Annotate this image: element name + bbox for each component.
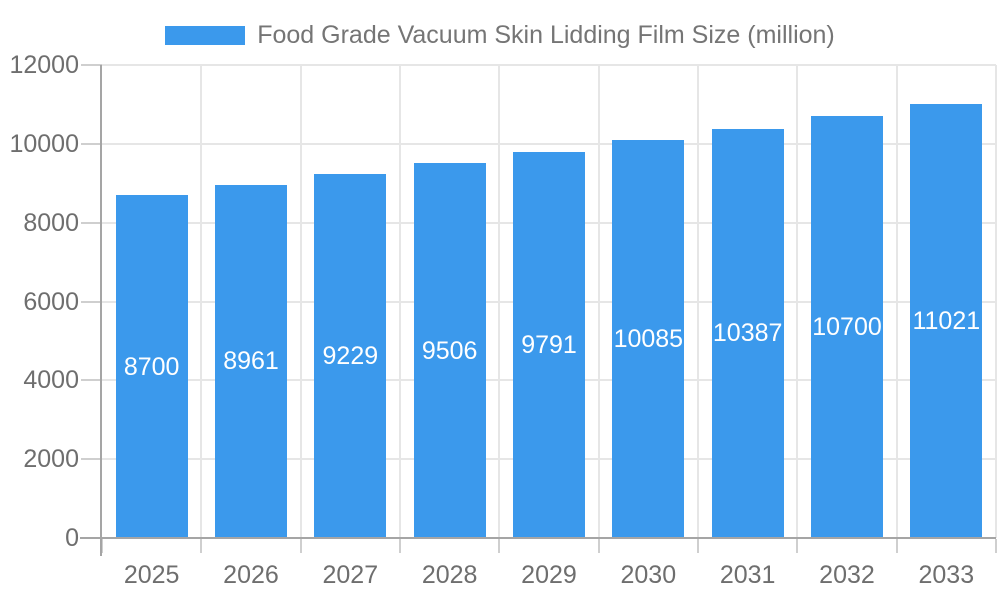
x-gridline <box>796 65 799 538</box>
bar-value-label: 9229 <box>322 342 379 371</box>
x-gridline <box>399 65 401 538</box>
x-axis-label: 2028 <box>421 561 478 589</box>
y-axis-label: 12000 <box>9 51 79 79</box>
bar[interactable] <box>910 103 983 538</box>
y-axis-label: 0 <box>65 524 79 552</box>
legend: Food Grade Vacuum Skin Lidding Film Size… <box>0 21 1000 50</box>
bar-value-label: 10387 <box>712 319 783 348</box>
x-axis-label: 2025 <box>123 561 180 589</box>
bar[interactable] <box>612 140 685 538</box>
x-axis-tick <box>399 539 401 553</box>
x-axis-tick <box>697 539 699 553</box>
y-axis-tick <box>81 142 102 145</box>
y-gridline <box>102 142 996 145</box>
x-axis-tick <box>200 539 203 553</box>
bar-value-label: 10700 <box>812 313 882 342</box>
y-gridline <box>102 64 996 66</box>
x-gridline <box>200 65 203 538</box>
x-axis-label: 2031 <box>719 561 776 589</box>
x-axis-label: 2027 <box>322 561 379 589</box>
y-axis-label: 4000 <box>23 366 79 395</box>
bar[interactable] <box>513 152 585 538</box>
y-axis-tick <box>81 221 102 224</box>
x-axis-tick <box>995 539 997 553</box>
y-axis-tick <box>81 64 102 66</box>
x-axis-tick <box>299 539 302 553</box>
x-axis-label: 2030 <box>620 561 677 589</box>
bar[interactable] <box>413 163 486 538</box>
x-axis-line <box>80 537 996 539</box>
bar[interactable] <box>115 195 188 538</box>
x-gridline <box>597 65 600 538</box>
y-axis-line <box>100 65 102 556</box>
y-axis-label: 2000 <box>23 445 79 474</box>
legend-item[interactable]: Food Grade Vacuum Skin Lidding Film Size… <box>165 21 835 50</box>
y-axis-label: 10000 <box>9 129 79 158</box>
bar-value-label: 11021 <box>912 306 981 335</box>
x-gridline <box>697 65 699 538</box>
bar-value-label: 9791 <box>521 331 577 360</box>
bar[interactable] <box>215 184 287 538</box>
x-axis-label: 2029 <box>521 561 577 589</box>
bar[interactable] <box>811 116 883 538</box>
x-gridline <box>498 65 501 538</box>
x-axis-tick <box>498 539 501 553</box>
bar[interactable] <box>314 174 387 538</box>
legend-swatch-icon <box>165 26 246 45</box>
x-axis-tick <box>101 539 103 553</box>
y-axis-tick <box>81 379 102 382</box>
y-axis-label: 8000 <box>23 208 79 237</box>
x-gridline <box>299 65 302 538</box>
x-axis-tick <box>796 539 799 553</box>
x-gridline <box>895 65 898 538</box>
bar-value-label: 9506 <box>421 336 478 365</box>
x-gridline <box>995 65 997 538</box>
y-axis-tick <box>81 458 102 461</box>
bar-value-label: 10085 <box>613 325 684 354</box>
x-axis-tick <box>597 539 600 553</box>
bar[interactable] <box>711 128 784 538</box>
x-axis-tick <box>895 539 898 553</box>
bar-value-label: 8961 <box>223 347 279 376</box>
y-axis-label: 6000 <box>23 287 79 316</box>
x-axis-label: 2026 <box>223 561 279 589</box>
legend-label: Food Grade Vacuum Skin Lidding Film Size… <box>257 21 835 49</box>
x-axis-label: 2032 <box>819 561 875 589</box>
x-axis-label: 2033 <box>918 561 975 589</box>
y-axis-tick <box>81 300 102 303</box>
bar-value-label: 8700 <box>123 352 180 381</box>
